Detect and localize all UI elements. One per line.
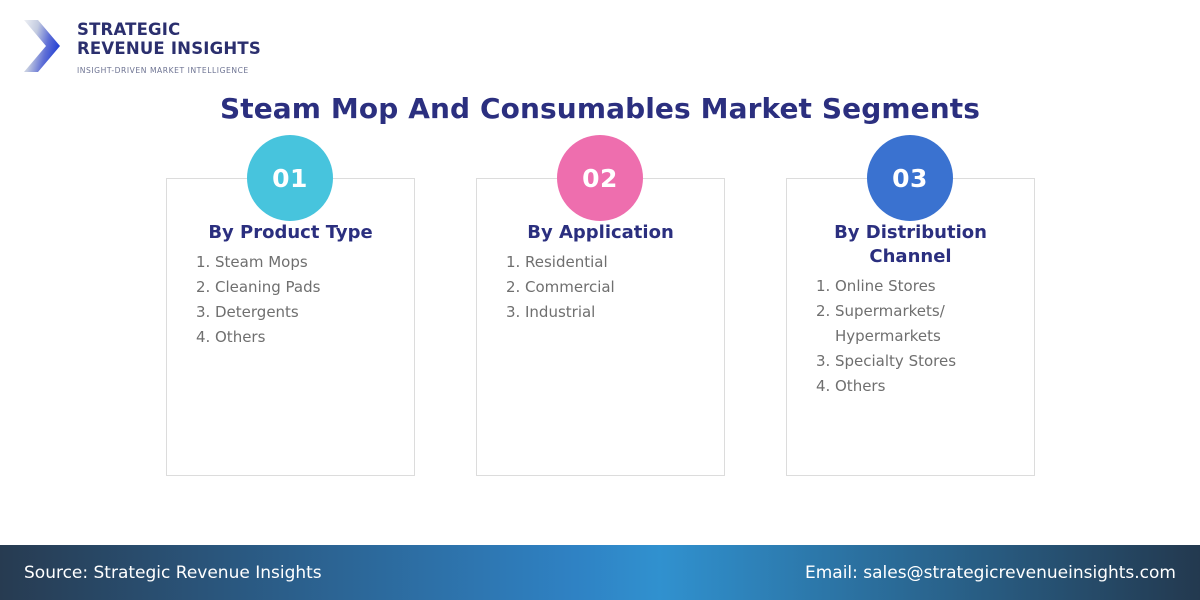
segment-heading-3: By Distribution Channel bbox=[834, 222, 987, 268]
list-item: 1. Steam Mops bbox=[196, 250, 405, 275]
segment-list-1: 1. Steam Mops 2. Cleaning Pads 3. Detergent… bbox=[166, 250, 415, 350]
list-item-number: 1. bbox=[506, 253, 521, 272]
segment-heading-1: By Product Type bbox=[208, 222, 373, 243]
list-item-label: Industrial bbox=[525, 302, 596, 321]
list-item-label: Others bbox=[835, 376, 886, 395]
list-item-number: 2. bbox=[506, 278, 521, 296]
segment-badge-3: 03 bbox=[867, 135, 953, 221]
chevron-right-gradient-icon bbox=[22, 18, 68, 74]
list-item: 2. Commercial bbox=[506, 275, 715, 300]
list-item-number: 3. bbox=[506, 302, 521, 321]
list-item-number: 1. bbox=[816, 277, 831, 296]
list-item: 1. Residential bbox=[506, 250, 715, 275]
list-item: 3. Specialty Stores bbox=[816, 349, 1025, 374]
segment-badge-1: 01 bbox=[247, 135, 333, 221]
list-item-label: Detergents bbox=[215, 302, 299, 321]
brand-logo[interactable]: STRATEGIC REVENUE INSIGHTS INSIGHT-DRIVE… bbox=[22, 18, 261, 75]
list-item-label: Residential bbox=[525, 253, 608, 272]
segment-list-3: 1. Online Stores 2. Supermarkets/ Hypermar… bbox=[786, 274, 1035, 398]
list-item: 2. Supermarkets/ Hypermarkets bbox=[816, 299, 1025, 349]
list-item-label: Steam Mops bbox=[215, 253, 308, 272]
list-item-number: 2. bbox=[816, 302, 831, 321]
segment-list-2: 1. Residential 2. Commercial 3. Industrial bbox=[476, 250, 725, 325]
list-item-number: 4. bbox=[816, 376, 831, 395]
list-item: 4. Others bbox=[196, 325, 405, 350]
footer-bar: Source: Strategic Revenue Insights Email… bbox=[0, 545, 1200, 600]
list-item-number: 1. bbox=[196, 253, 211, 272]
footer-email[interactable]: Email: sales@strategicrevenueinsights.co… bbox=[804, 562, 1176, 583]
segment-card-1-content: By Product Type 1. Steam Mops 2. Cleaning … bbox=[166, 221, 415, 350]
footer-source: Source: Strategic Revenue Insights bbox=[24, 562, 322, 583]
list-item-number: 3. bbox=[816, 351, 831, 370]
segment-badge-2: 02 bbox=[557, 135, 643, 221]
list-item: 2. Cleaning Pads bbox=[196, 275, 405, 300]
logo-name: STRATEGIC REVENUE INSIGHTS bbox=[77, 20, 261, 59]
list-item: 4. Others bbox=[816, 374, 1025, 399]
list-item-label: Commercial bbox=[525, 278, 615, 296]
segment-card-3-content: By Distribution Channel 1. Online Stores … bbox=[786, 221, 1035, 399]
segment-heading-2: By Application bbox=[527, 222, 674, 243]
list-item: 3. Detergents bbox=[196, 300, 405, 325]
list-item-number: 3. bbox=[196, 302, 211, 321]
logo-tagline: INSIGHT-DRIVEN MARKET INTELLIGENCE bbox=[77, 65, 249, 75]
list-item-label: Specialty Stores bbox=[835, 351, 957, 370]
list-item: 3. Industrial bbox=[506, 300, 715, 325]
list-item-label: Supermarkets/ Hypermarkets bbox=[835, 302, 945, 345]
list-item: 1. Online Stores bbox=[816, 274, 1025, 299]
segment-card-1[interactable] bbox=[166, 178, 415, 476]
segment-card-2-content: By Application 1. Residential 2. Commercia… bbox=[476, 221, 725, 325]
list-item-label: Online Stores bbox=[835, 277, 936, 296]
list-item-label: Others bbox=[215, 327, 266, 346]
page-title: Steam Mop And Consumables Market Segment… bbox=[219, 92, 981, 125]
segment-cards: 01 02 03 By Product Type 1. Steam Mops 2.… bbox=[0, 135, 1200, 480]
segment-card-3[interactable] bbox=[786, 178, 1035, 476]
segment-card-2[interactable] bbox=[476, 178, 725, 476]
logo-text-block: STRATEGIC REVENUE INSIGHTS INSIGHT-DRIVE… bbox=[77, 18, 261, 75]
list-item-number: 2. bbox=[196, 278, 211, 296]
list-item-label: Cleaning Pads bbox=[215, 278, 321, 296]
list-item-number: 4. bbox=[196, 327, 211, 346]
